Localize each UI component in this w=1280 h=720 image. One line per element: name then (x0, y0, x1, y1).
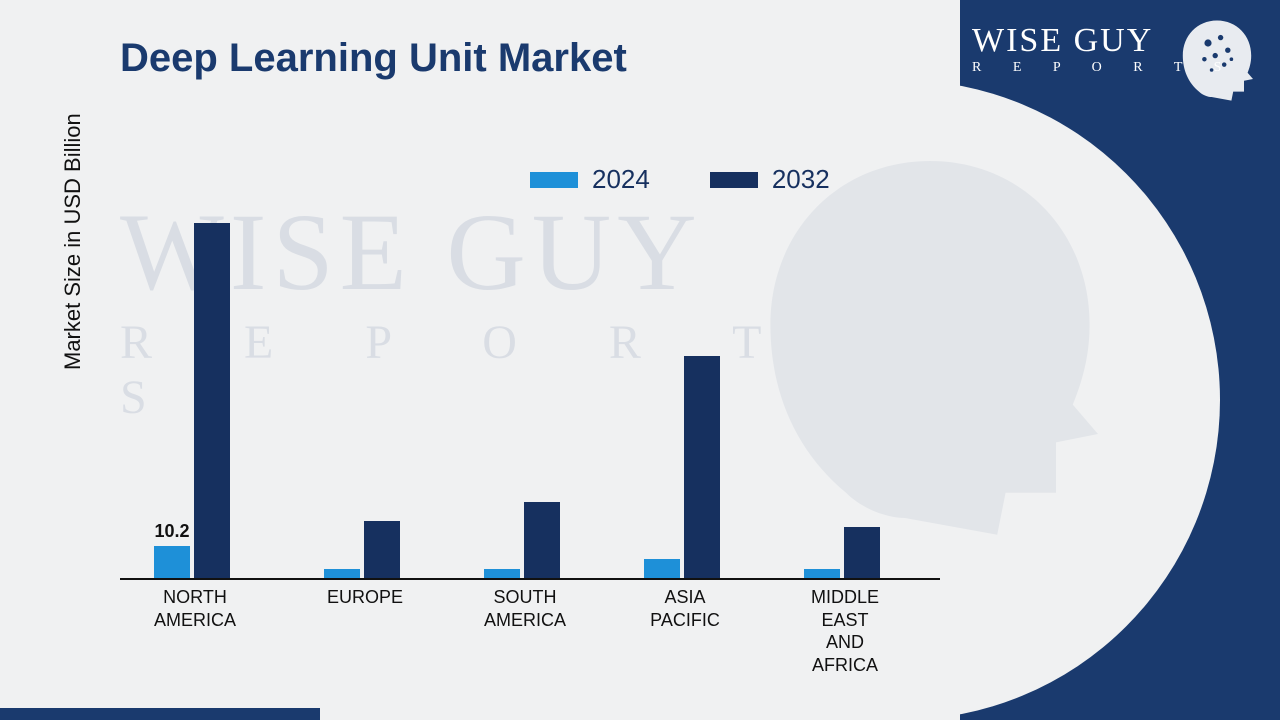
logo-main-text: WISE GUY (972, 24, 1252, 58)
bar-2032 (364, 521, 400, 578)
logo-sub-text: R E P O R T S (972, 60, 1252, 76)
bar-2032 (684, 356, 720, 578)
bar-value-label: 10.2 (154, 521, 189, 542)
legend: 2024 2032 (530, 164, 830, 195)
bar-2024 (484, 569, 520, 579)
category-label: SOUTH AMERICA (484, 586, 566, 631)
bar-2024 (804, 569, 840, 579)
bar-2024 (324, 569, 360, 579)
bar-2032 (194, 223, 230, 578)
legend-swatch (530, 172, 578, 188)
category-label: MIDDLE EAST AND AFRICA (811, 586, 879, 676)
bar-2024 (644, 559, 680, 578)
y-axis-label: Market Size in USD Billion (60, 113, 86, 370)
category-label: NORTH AMERICA (154, 586, 236, 631)
plot-area: 10.2NORTH AMERICAEUROPESOUTH AMERICAASIA… (120, 200, 940, 580)
category-label: ASIA PACIFIC (650, 586, 720, 631)
legend-item: 2032 (710, 164, 830, 195)
legend-swatch (710, 172, 758, 188)
category-label: EUROPE (327, 586, 403, 609)
legend-label: 2024 (592, 164, 650, 195)
brand-logo: WISE GUY R E P O R T S (972, 24, 1252, 76)
bar-2024: 10.2 (154, 546, 190, 578)
chart-title: Deep Learning Unit Market (120, 36, 627, 81)
bar-2032 (844, 527, 880, 578)
chart-canvas: WISE GUY R E P O R T S WISE GUY R E P O … (0, 0, 1280, 720)
legend-item: 2024 (530, 164, 650, 195)
legend-label: 2032 (772, 164, 830, 195)
x-axis-line (120, 578, 940, 580)
bar-2032 (524, 502, 560, 578)
bottom-accent-band (0, 708, 320, 720)
